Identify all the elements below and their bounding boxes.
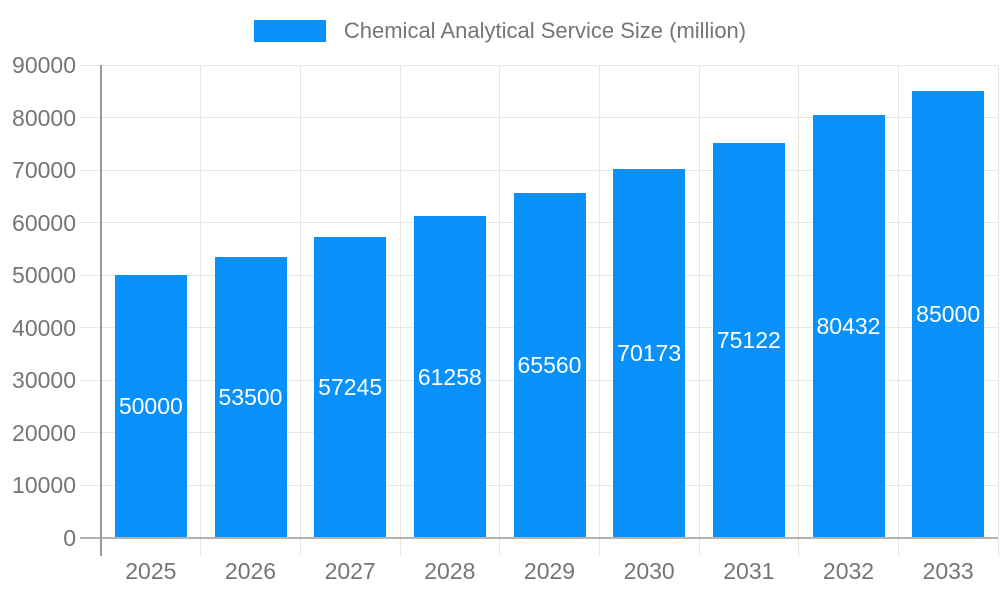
y-axis-tick-label: 50000 [12, 262, 76, 289]
y-axis-tick-label: 0 [63, 525, 76, 551]
x-gridline [200, 65, 202, 556]
bar: 50000 [114, 275, 187, 538]
bar: 53500 [214, 256, 287, 538]
x-axis-tick-label: 2026 [224, 558, 277, 584]
bar: 65560 [513, 193, 586, 538]
legend: Chemical Analytical Service Size (millio… [0, 18, 1000, 44]
bar-value-label: 85000 [916, 301, 981, 328]
x-axis-tick-label: 2030 [623, 558, 675, 584]
y-axis-tick-label: 10000 [12, 472, 76, 499]
bar-value-label: 80432 [816, 313, 881, 340]
x-gridline [997, 65, 999, 556]
y-gridline [80, 64, 998, 66]
legend-label: Chemical Analytical Service Size (millio… [343, 18, 747, 43]
x-gridline [798, 65, 800, 556]
x-axis-tick-label: 2028 [424, 558, 476, 584]
y-axis-tick-label: 30000 [12, 367, 76, 394]
y-axis-tick-label: 20000 [12, 419, 76, 446]
y-axis-line [100, 65, 102, 556]
bar-value-label: 70173 [617, 340, 682, 367]
y-gridline [80, 169, 998, 171]
x-axis-tick-label: 2025 [125, 558, 177, 584]
x-gridline [698, 65, 700, 556]
x-axis-tick-label: 2029 [523, 558, 576, 584]
x-axis-tick-label: 2032 [822, 558, 875, 584]
bar-value-label: 50000 [118, 393, 183, 420]
x-axis-tick-label: 2031 [723, 558, 775, 584]
y-gridline [80, 117, 998, 119]
bar-value-label: 53500 [218, 383, 283, 410]
x-axis-line [80, 537, 998, 539]
x-gridline [499, 65, 501, 556]
bar-value-label: 57245 [318, 374, 383, 401]
x-axis-tick-label: 2027 [324, 558, 376, 584]
x-gridline [399, 65, 401, 556]
x-gridline [598, 65, 600, 556]
bar-value-label: 61258 [417, 363, 482, 390]
legend-swatch [253, 20, 326, 42]
y-axis-tick-label: 90000 [12, 52, 76, 78]
y-axis-tick-label: 60000 [12, 209, 76, 236]
x-gridline [299, 65, 301, 556]
y-axis-tick-label: 40000 [12, 314, 76, 341]
y-axis-tick-label: 80000 [12, 104, 76, 131]
bar: 80432 [812, 115, 885, 538]
x-gridline [897, 65, 899, 556]
bar-value-label: 65560 [517, 352, 582, 379]
bar: 57245 [314, 237, 387, 538]
bar: 75122 [712, 143, 785, 538]
y-axis-tick-label: 70000 [12, 157, 76, 184]
bar: 61258 [413, 216, 486, 538]
bar: 85000 [912, 91, 985, 538]
bar: 70173 [613, 169, 686, 538]
x-axis-tick-label: 2033 [922, 558, 974, 584]
bar-value-label: 75122 [716, 327, 781, 354]
